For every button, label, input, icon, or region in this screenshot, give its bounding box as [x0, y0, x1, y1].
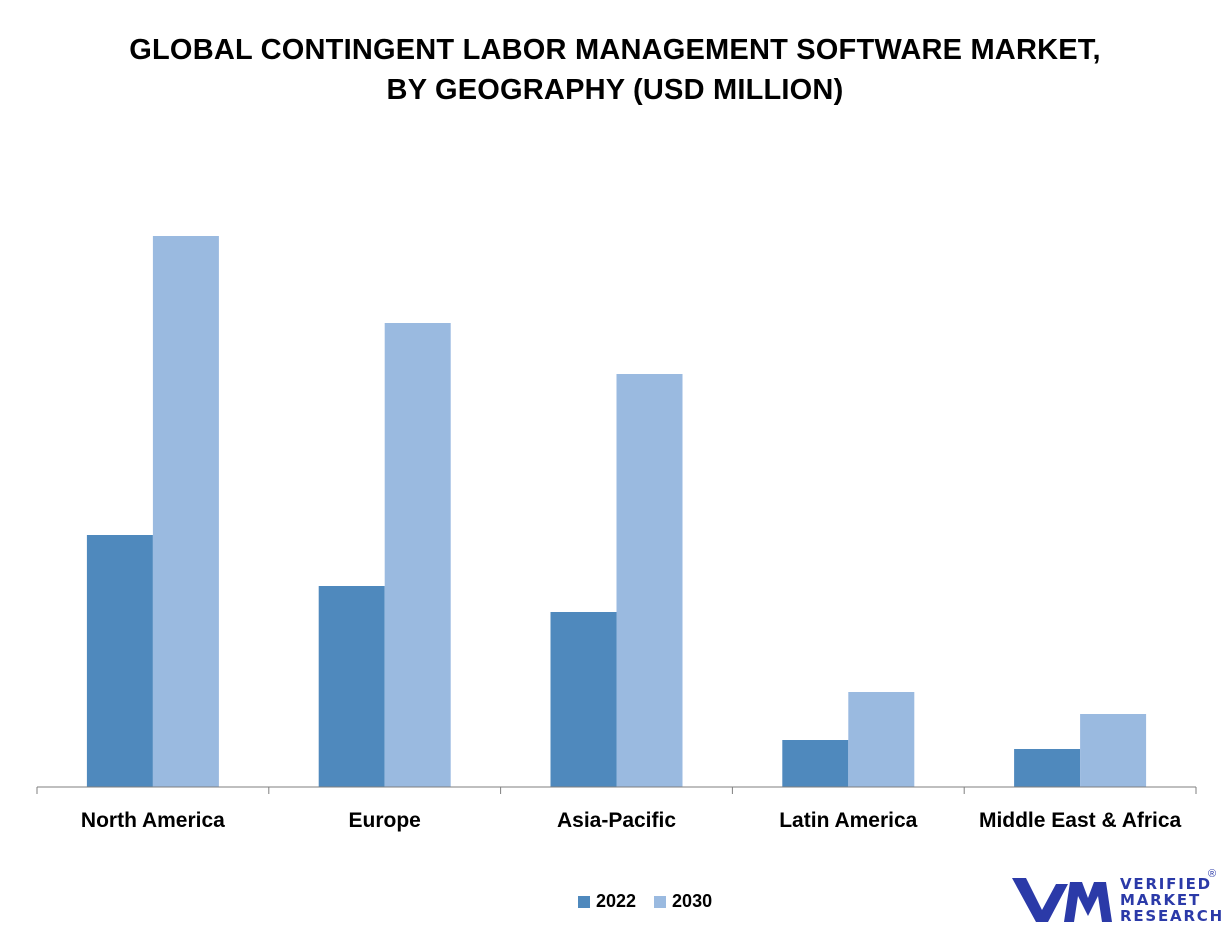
category-labels: North America Europe Asia-Pacific Latin Ame… [81, 809, 1182, 832]
vmr-logo-text: VERIFIED MARKET RESEARCH [1120, 876, 1224, 924]
registered-mark: ® [1208, 868, 1217, 880]
bar-2022-middle-east-africa [1014, 749, 1081, 787]
chart-title: GLOBAL CONTINGENT LABOR MANAGEMENT SOFTW… [0, 30, 1230, 110]
chart-title-line-2: BY GEOGRAPHY (USD MILLION) [386, 74, 844, 106]
vmr-logo: VERIFIED MARKET RESEARCH ® [1008, 868, 1222, 928]
bar-2022-north-america [86, 535, 153, 787]
bar-2022-latin-america [782, 740, 849, 787]
bar-2030-middle-east-africa [1080, 714, 1147, 787]
legend-item-2030: 2030 [654, 891, 712, 912]
legend-item-2022: 2022 [578, 891, 636, 912]
bar-2030-north-america [152, 236, 219, 787]
bar-2030-europe [384, 323, 451, 787]
legend-label-2030: 2030 [672, 891, 713, 911]
legend-swatch-2022 [578, 895, 590, 908]
logo-line-3: RESEARCH [1120, 907, 1224, 925]
chart-title-line-1: GLOBAL CONTINGENT LABOR MANAGEMENT SOFTW… [129, 34, 1101, 66]
x-axis-ticks [36, 787, 1197, 794]
category-label: Middle East & Africa [979, 809, 1182, 832]
category-label: North America [81, 809, 225, 832]
category-label: Latin America [779, 809, 917, 832]
category-label: Asia-Pacific [557, 809, 676, 832]
category-label: Europe [349, 809, 421, 832]
bar-2022-europe [318, 586, 385, 787]
logo-line-2: MARKET [1120, 891, 1201, 909]
legend-label-2022: 2022 [596, 891, 637, 911]
legend-swatch-2030 [654, 895, 667, 908]
bar-2030-asia-pacific [616, 374, 683, 787]
vmr-logo-icon [1012, 878, 1112, 922]
bars-group [86, 236, 1147, 787]
logo-line-1: VERIFIED [1120, 875, 1212, 893]
bar-2022-asia-pacific [550, 612, 617, 787]
legend: 2022 2030 [578, 891, 730, 912]
bar-2030-latin-america [848, 692, 915, 787]
